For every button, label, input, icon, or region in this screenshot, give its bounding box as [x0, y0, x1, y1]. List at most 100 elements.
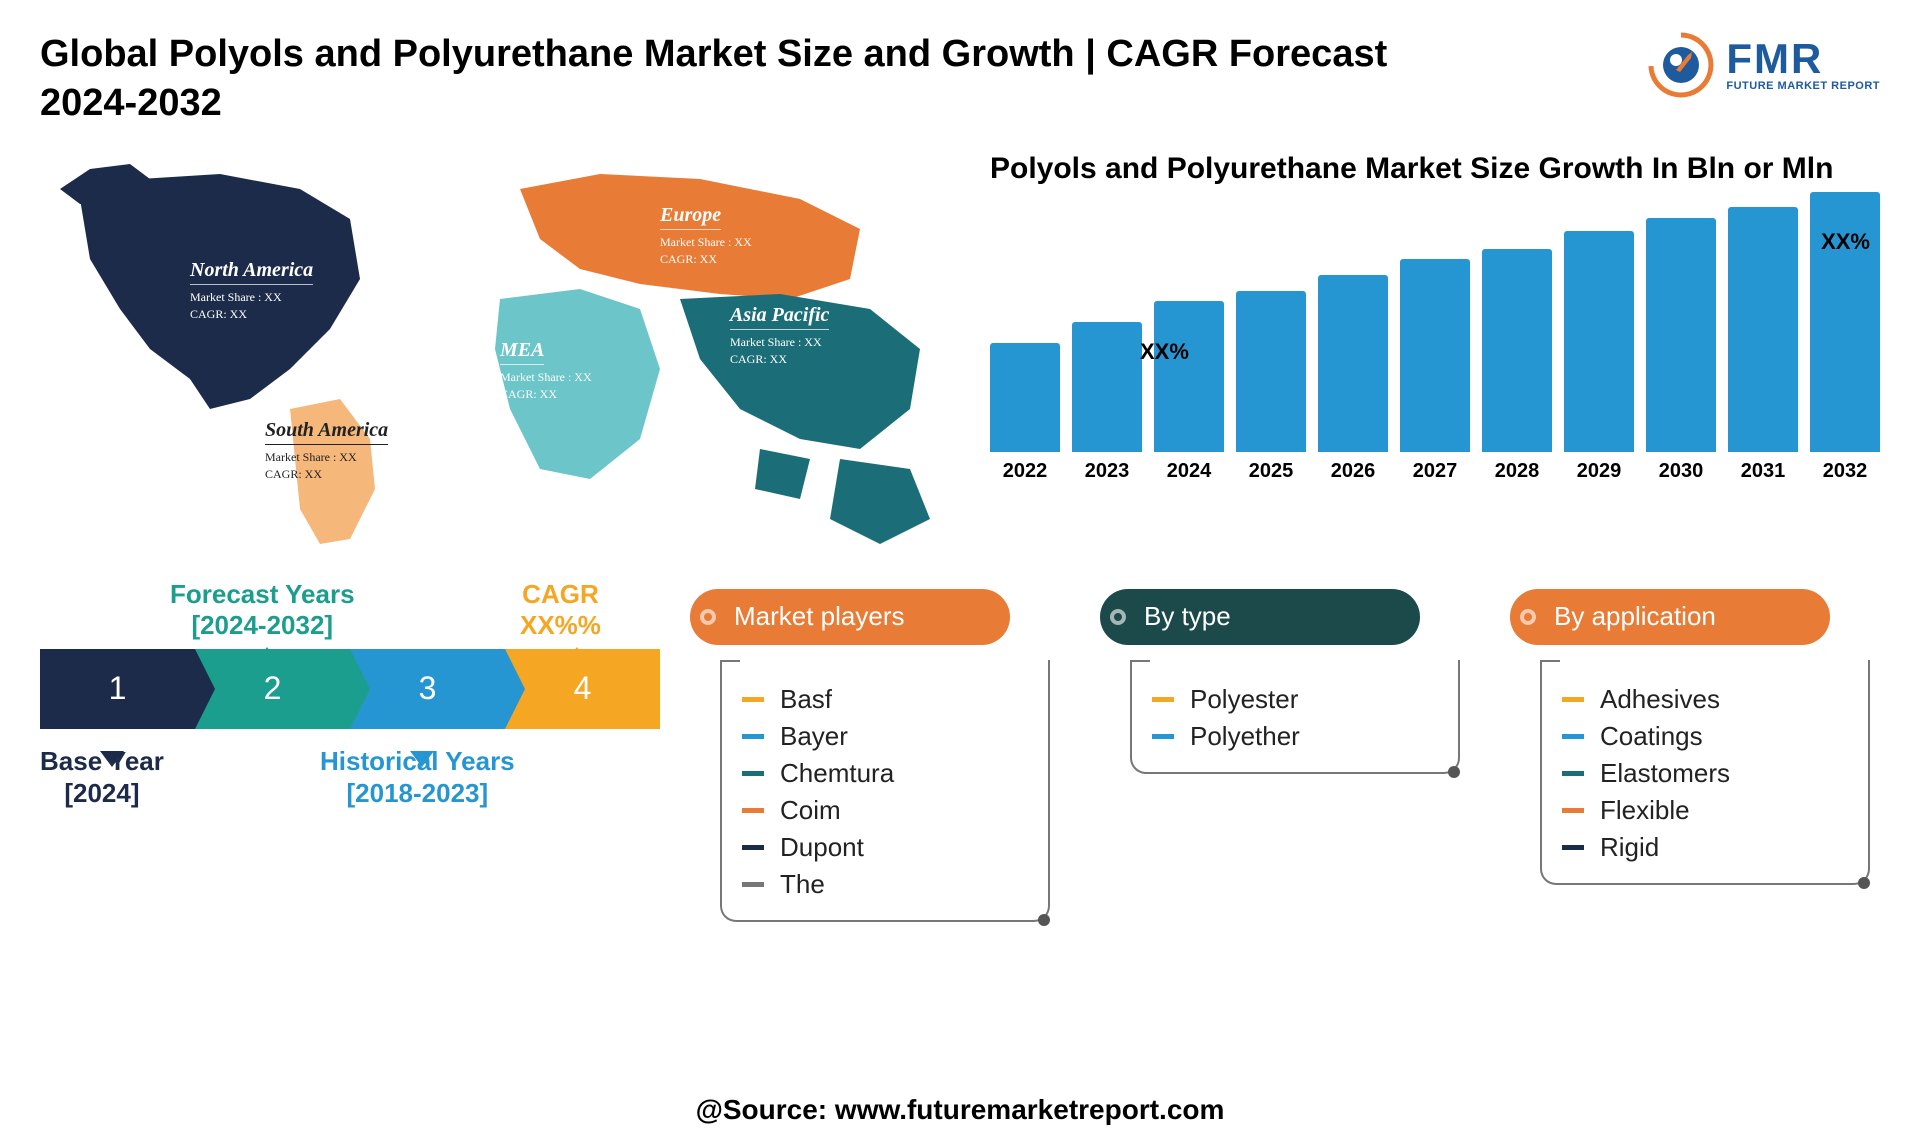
category-item: Coatings [1562, 721, 1848, 752]
region-name: Europe [660, 204, 721, 230]
bar-year-label: 2030 [1659, 460, 1704, 483]
world-map: North America Market Share : XX CAGR: XX… [40, 149, 960, 549]
bar [1072, 322, 1142, 452]
bar-column: 2030 [1646, 218, 1716, 483]
category-item-label: Dupont [780, 832, 864, 863]
tl-forecast-l1: Forecast Years [170, 579, 355, 609]
category-item-label: Flexible [1600, 795, 1690, 826]
category-item: Bayer [742, 721, 1028, 752]
bar [1564, 231, 1634, 452]
fmr-logo: FMR FUTURE MARKET REPORT [1646, 30, 1880, 100]
category-item: Adhesives [1562, 684, 1848, 715]
bar-chart: Polyols and Polyurethane Market Size Gro… [990, 149, 1880, 549]
bar-year-label: 2022 [1003, 460, 1048, 483]
timeline-historical-label: Historical Years [2018-2023] [320, 746, 515, 808]
category-frame: Adhesives Coatings Elastomers Flexible Rigid [1540, 660, 1870, 885]
bar-year-label: 2032 [1823, 460, 1868, 483]
map-label-eu: Europe Market Share : XX CAGR: XX [660, 204, 752, 268]
header: Global Polyols and Polyurethane Market S… [40, 30, 1880, 129]
region-cagr: CAGR: XX [730, 351, 829, 368]
tick-icon [742, 808, 764, 813]
region-cagr: CAGR: XX [265, 466, 388, 483]
map-label-mea: MEA Market Share : XX CAGR: XX [500, 339, 592, 403]
category-title: By application [1554, 601, 1716, 632]
tick-icon [1152, 697, 1174, 702]
tick-icon [742, 882, 764, 887]
map-label-sa: South America Market Share : XX CAGR: XX [265, 419, 388, 483]
region-share: Market Share : XX [500, 369, 592, 386]
category-item: Dupont [742, 832, 1028, 863]
bars-container: 2022202320242025202620272028202920302031… [990, 203, 1880, 483]
map-label-ap: Asia Pacific Market Share : XX CAGR: XX [730, 304, 829, 368]
bar-column: 2029 [1564, 231, 1634, 483]
bar-year-label: 2026 [1331, 460, 1376, 483]
timeline-block-4: 4 [505, 649, 660, 729]
bar [1728, 207, 1798, 451]
bar-year-label: 2027 [1413, 460, 1458, 483]
timeline-base-label: Base Year [2024] [40, 746, 164, 808]
bar-year-label: 2029 [1577, 460, 1622, 483]
bar [1318, 275, 1388, 452]
category-frame: Polyester Polyether [1130, 660, 1460, 774]
bar-year-label: 2023 [1085, 460, 1130, 483]
bar [1400, 259, 1470, 451]
category-item-label: Rigid [1600, 832, 1659, 863]
timeline-forecast-label: Forecast Years [2024-2032] [170, 579, 355, 641]
category-item: Coim [742, 795, 1028, 826]
tl-cagr-l1: CAGR [522, 579, 599, 609]
region-share: Market Share : XX [660, 234, 752, 251]
category-item-label: Polyether [1190, 721, 1300, 752]
category-item-label: Chemtura [780, 758, 894, 789]
timeline-cagr-label: CAGR XX%% [520, 579, 601, 641]
bar-column: 2023 [1072, 322, 1142, 483]
bar-column: 2024 [1154, 301, 1224, 483]
category-item-label: Polyester [1190, 684, 1298, 715]
region-share: Market Share : XX [730, 334, 829, 351]
category-item: Polyester [1152, 684, 1438, 715]
category-item-label: The [780, 869, 825, 900]
bar [1646, 218, 1716, 452]
category-title: Market players [734, 601, 905, 632]
bar-column: 2028 [1482, 249, 1552, 483]
region-name: MEA [500, 339, 544, 365]
tl-hist-l2: [2018-2023] [347, 778, 489, 808]
bar-year-label: 2031 [1741, 460, 1786, 483]
tick-icon [1562, 808, 1584, 813]
category-item: Elastomers [1562, 758, 1848, 789]
pill-dot-icon [700, 609, 716, 625]
category-item-label: Bayer [780, 721, 848, 752]
timeline: Forecast Years [2024-2032] CAGR XX%% 1 2… [40, 589, 660, 729]
bar-column: 2027 [1400, 259, 1470, 482]
tick-icon [1562, 697, 1584, 702]
category-item-label: Coatings [1600, 721, 1703, 752]
region-share: Market Share : XX [190, 289, 313, 306]
logo-fmr-label: FMR [1726, 38, 1880, 80]
tick-icon [742, 734, 764, 739]
category-title: By type [1144, 601, 1231, 632]
tick-icon [1562, 845, 1584, 850]
tl-base-l1: Base Year [40, 746, 164, 776]
timeline-block-1: 1 [40, 649, 195, 729]
category-item-label: Coim [780, 795, 841, 826]
region-cagr: CAGR: XX [660, 251, 752, 268]
chart-title: Polyols and Polyurethane Market Size Gro… [990, 149, 1880, 188]
tl-cagr-l2: XX%% [520, 610, 601, 640]
tl-base-l2: [2024] [64, 778, 139, 808]
bar-column: 2026 [1318, 275, 1388, 483]
tl-hist-l1: Historical Years [320, 746, 515, 776]
region-name: South America [265, 419, 388, 445]
source-label: @Source: www.futuremarketreport.com [0, 1094, 1920, 1126]
category-pill: By type [1100, 589, 1420, 645]
pill-dot-icon [1520, 609, 1536, 625]
region-name: North America [190, 259, 313, 285]
region-cagr: CAGR: XX [500, 386, 592, 403]
category-item-label: Elastomers [1600, 758, 1730, 789]
fmr-logo-text: FMR FUTURE MARKET REPORT [1726, 38, 1880, 92]
category-item: Basf [742, 684, 1028, 715]
categories-wrap: Market players Basf Bayer Chemtura Coim Dupon… [690, 589, 1880, 922]
category-frame: Basf Bayer Chemtura Coim Dupont The [720, 660, 1050, 922]
timeline-blocks: 1 2 3 4 [40, 649, 660, 729]
bar [1482, 249, 1552, 452]
timeline-block-3: 3 [350, 649, 505, 729]
page-title: Global Polyols and Polyurethane Market S… [40, 30, 1390, 129]
